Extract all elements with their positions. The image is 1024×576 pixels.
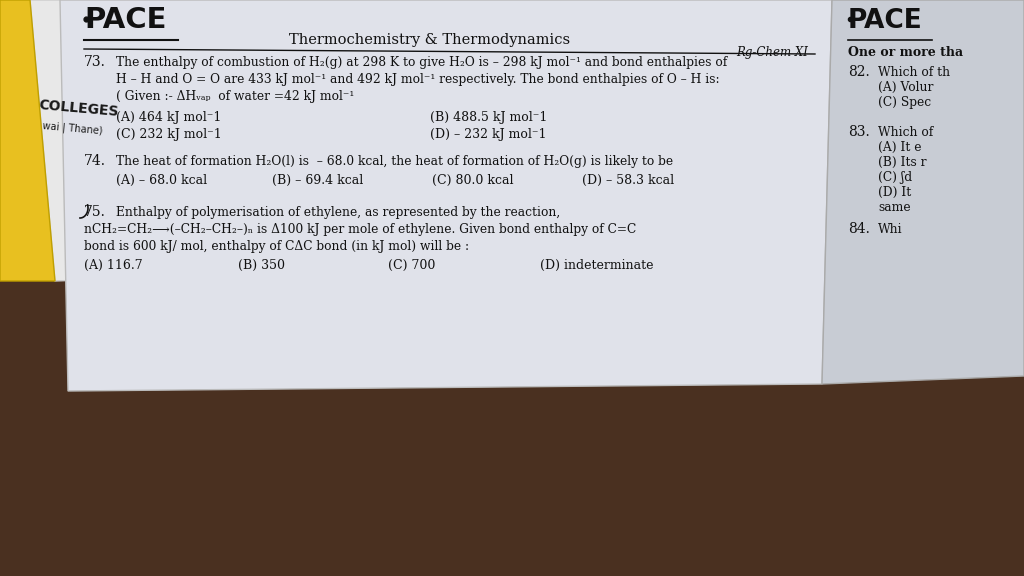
Text: One or more tha: One or more tha — [848, 46, 964, 59]
Text: Which of: Which of — [878, 126, 933, 139]
Text: Enthalpy of polymerisation of ethylene, as represented by the reaction,: Enthalpy of polymerisation of ethylene, … — [116, 206, 560, 219]
Text: (C) ʃd: (C) ʃd — [878, 171, 912, 184]
Text: Thermochemistry & Thermodynamics: Thermochemistry & Thermodynamics — [290, 33, 570, 47]
Text: wai | Thane): wai | Thane) — [42, 121, 103, 137]
Text: 74.: 74. — [84, 154, 106, 168]
Text: 83.: 83. — [848, 125, 869, 139]
Text: (B) 350: (B) 350 — [238, 259, 285, 272]
Bar — [70, 0, 830, 276]
Bar — [0, 0, 1024, 276]
Text: The enthalpy of combustion of H₂(g) at 298 K to give H₂O is – 298 kJ mol⁻¹ and b: The enthalpy of combustion of H₂(g) at 2… — [116, 56, 727, 69]
Polygon shape — [822, 0, 1024, 384]
Text: PACE: PACE — [84, 6, 167, 34]
Text: (A) Volur: (A) Volur — [878, 81, 933, 94]
Text: (C) 700: (C) 700 — [388, 259, 435, 272]
Text: Rg-Chem XI: Rg-Chem XI — [736, 46, 808, 59]
Text: same: same — [878, 201, 910, 214]
Polygon shape — [0, 0, 55, 281]
Text: 82.: 82. — [848, 65, 869, 79]
Text: (C) Spec: (C) Spec — [878, 96, 931, 109]
Text: (D) – 232 kJ mol⁻1: (D) – 232 kJ mol⁻1 — [430, 128, 547, 141]
Text: (C) 80.0 kcal: (C) 80.0 kcal — [432, 174, 513, 187]
Polygon shape — [60, 0, 831, 391]
Text: PACE: PACE — [848, 8, 923, 34]
Text: Whi: Whi — [878, 223, 902, 236]
Text: (B) Its r: (B) Its r — [878, 156, 927, 169]
Text: 75.: 75. — [84, 205, 105, 219]
Text: (A) 464 kJ mol⁻1: (A) 464 kJ mol⁻1 — [116, 111, 221, 124]
Text: (D) – 58.3 kcal: (D) – 58.3 kcal — [582, 174, 674, 187]
Text: (A) 116.7: (A) 116.7 — [84, 259, 142, 272]
Text: Which of th: Which of th — [878, 66, 950, 79]
Text: bond is 600 kJ/ mol, enthalpy of CΔC bond (in kJ mol) will be :: bond is 600 kJ/ mol, enthalpy of CΔC bon… — [84, 240, 469, 253]
Text: 84.: 84. — [848, 222, 869, 236]
Text: (D) indeterminate: (D) indeterminate — [540, 259, 653, 272]
Text: H – H and O = O are 433 kJ mol⁻¹ and 492 kJ mol⁻¹ respectively. The bond enthalp: H – H and O = O are 433 kJ mol⁻¹ and 492… — [116, 73, 720, 86]
Text: (D) It: (D) It — [878, 186, 911, 199]
Text: (C) 232 kJ mol⁻1: (C) 232 kJ mol⁻1 — [116, 128, 222, 141]
Text: (A) – 68.0 kcal: (A) – 68.0 kcal — [116, 174, 207, 187]
Text: nCH₂=CH₂⟶(–CH₂–CH₂–)ₙ is Δ100 kJ per mole of ethylene. Given bond enthalpy of C=: nCH₂=CH₂⟶(–CH₂–CH₂–)ₙ is Δ100 kJ per mol… — [84, 223, 636, 236]
Text: 73.: 73. — [84, 55, 105, 69]
Text: ( Given :- ΔHᵥₐₚ  of water =42 kJ mol⁻¹: ( Given :- ΔHᵥₐₚ of water =42 kJ mol⁻¹ — [116, 90, 354, 103]
Text: COLLEGES: COLLEGES — [38, 98, 119, 119]
Text: The heat of formation H₂O(l) is  – 68.0 kcal, the heat of formation of H₂O(g) is: The heat of formation H₂O(l) is – 68.0 k… — [116, 155, 673, 168]
Text: (A) It e: (A) It e — [878, 141, 922, 154]
Polygon shape — [30, 0, 200, 281]
Text: (B) 488.5 kJ mol⁻1: (B) 488.5 kJ mol⁻1 — [430, 111, 548, 124]
Text: (B) – 69.4 kcal: (B) – 69.4 kcal — [272, 174, 364, 187]
